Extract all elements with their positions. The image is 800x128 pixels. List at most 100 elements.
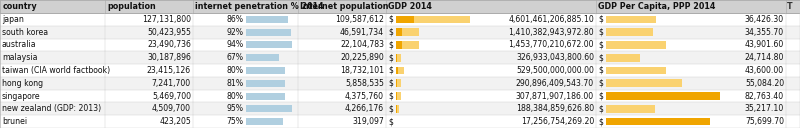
FancyBboxPatch shape [396, 16, 414, 23]
Text: taiwan (CIA world factbook): taiwan (CIA world factbook) [2, 66, 110, 75]
Text: japan: japan [2, 15, 24, 24]
FancyBboxPatch shape [606, 41, 666, 49]
Text: south korea: south korea [2, 28, 48, 37]
Text: 1,453,770,210,672.00: 1,453,770,210,672.00 [509, 40, 594, 49]
Text: internet penetration % 2014: internet penetration % 2014 [195, 2, 324, 11]
Text: 55,084.20: 55,084.20 [745, 79, 784, 88]
Text: 80%: 80% [226, 92, 243, 101]
FancyBboxPatch shape [396, 105, 399, 113]
FancyBboxPatch shape [606, 118, 710, 125]
Text: 35,217.10: 35,217.10 [745, 104, 784, 113]
FancyBboxPatch shape [246, 80, 286, 87]
FancyBboxPatch shape [0, 0, 800, 13]
Text: malaysia: malaysia [2, 53, 38, 62]
FancyBboxPatch shape [246, 118, 282, 125]
FancyBboxPatch shape [396, 41, 402, 49]
Text: population: population [107, 2, 156, 11]
Text: 50,423,955: 50,423,955 [147, 28, 191, 37]
Text: 94%: 94% [226, 40, 243, 49]
FancyBboxPatch shape [246, 105, 292, 112]
Text: $: $ [388, 53, 393, 62]
FancyBboxPatch shape [246, 54, 278, 61]
Text: 82,763.40: 82,763.40 [745, 92, 784, 101]
Text: 4,509,700: 4,509,700 [152, 104, 191, 113]
FancyBboxPatch shape [606, 16, 656, 23]
FancyBboxPatch shape [0, 64, 800, 77]
Text: 18,732,101: 18,732,101 [340, 66, 384, 75]
Text: $: $ [388, 117, 393, 126]
Text: $: $ [388, 28, 393, 37]
FancyBboxPatch shape [396, 67, 398, 74]
FancyBboxPatch shape [0, 102, 800, 115]
Text: 24,714.80: 24,714.80 [745, 53, 784, 62]
Text: $: $ [598, 79, 603, 88]
Text: GDP Per Capita, PPP 2014: GDP Per Capita, PPP 2014 [598, 2, 715, 11]
Text: 75%: 75% [226, 117, 243, 126]
FancyBboxPatch shape [606, 28, 654, 36]
Text: 23,490,736: 23,490,736 [147, 40, 191, 49]
Text: $: $ [388, 79, 393, 88]
FancyBboxPatch shape [396, 54, 398, 62]
Text: 20,225,890: 20,225,890 [340, 53, 384, 62]
Text: $: $ [388, 92, 393, 101]
FancyBboxPatch shape [396, 41, 419, 49]
FancyBboxPatch shape [396, 28, 402, 36]
Text: 95%: 95% [226, 104, 243, 113]
Text: $: $ [598, 28, 603, 37]
FancyBboxPatch shape [396, 67, 405, 74]
Text: 43,901.60: 43,901.60 [745, 40, 784, 49]
FancyBboxPatch shape [0, 26, 800, 39]
FancyBboxPatch shape [0, 77, 800, 90]
Text: $: $ [598, 15, 603, 24]
Text: 75,699.70: 75,699.70 [745, 117, 784, 126]
Text: brunei: brunei [2, 117, 27, 126]
Text: GDP 2014: GDP 2014 [388, 2, 432, 11]
Text: $: $ [598, 40, 603, 49]
Text: $: $ [388, 104, 393, 113]
Text: 81%: 81% [226, 79, 243, 88]
FancyBboxPatch shape [246, 67, 285, 74]
Text: $: $ [388, 40, 393, 49]
FancyBboxPatch shape [0, 13, 800, 26]
Text: 326,933,043,800.60: 326,933,043,800.60 [516, 53, 594, 62]
Text: 127,131,800: 127,131,800 [142, 15, 191, 24]
FancyBboxPatch shape [246, 93, 285, 100]
Text: 67%: 67% [226, 53, 243, 62]
Text: $: $ [598, 66, 603, 75]
FancyBboxPatch shape [606, 54, 640, 62]
Text: Internet population: Internet population [300, 2, 389, 11]
Text: $: $ [598, 117, 603, 126]
Text: 4,266,176: 4,266,176 [345, 104, 384, 113]
FancyBboxPatch shape [0, 90, 800, 102]
Text: 423,205: 423,205 [159, 117, 191, 126]
FancyBboxPatch shape [396, 92, 401, 100]
Text: 5,858,535: 5,858,535 [345, 79, 384, 88]
FancyBboxPatch shape [246, 41, 292, 49]
Text: $: $ [388, 66, 393, 75]
Text: country: country [3, 2, 38, 11]
Text: T: T [787, 2, 793, 11]
Text: 23,415,126: 23,415,126 [147, 66, 191, 75]
FancyBboxPatch shape [396, 79, 401, 87]
Text: new zealand (GDP: 2013): new zealand (GDP: 2013) [2, 104, 101, 113]
Text: 30,187,896: 30,187,896 [147, 53, 191, 62]
FancyBboxPatch shape [396, 54, 402, 62]
Text: 17,256,754,269.20: 17,256,754,269.20 [521, 117, 594, 126]
Text: 529,500,000,000.00: 529,500,000,000.00 [516, 66, 594, 75]
Text: 307,871,907,186.00: 307,871,907,186.00 [516, 92, 594, 101]
Text: $: $ [598, 53, 603, 62]
Text: 1,410,382,943,972.80: 1,410,382,943,972.80 [508, 28, 594, 37]
Text: hong kong: hong kong [2, 79, 43, 88]
Text: 319,097: 319,097 [352, 117, 384, 126]
FancyBboxPatch shape [0, 39, 800, 51]
FancyBboxPatch shape [246, 16, 288, 23]
Text: 188,384,859,626.80: 188,384,859,626.80 [516, 104, 594, 113]
Text: 5,469,700: 5,469,700 [152, 92, 191, 101]
FancyBboxPatch shape [396, 79, 397, 87]
Text: 34,355.70: 34,355.70 [745, 28, 784, 37]
Text: australia: australia [2, 40, 37, 49]
FancyBboxPatch shape [396, 92, 398, 100]
FancyBboxPatch shape [396, 28, 418, 36]
FancyBboxPatch shape [0, 115, 800, 128]
FancyBboxPatch shape [606, 79, 682, 87]
